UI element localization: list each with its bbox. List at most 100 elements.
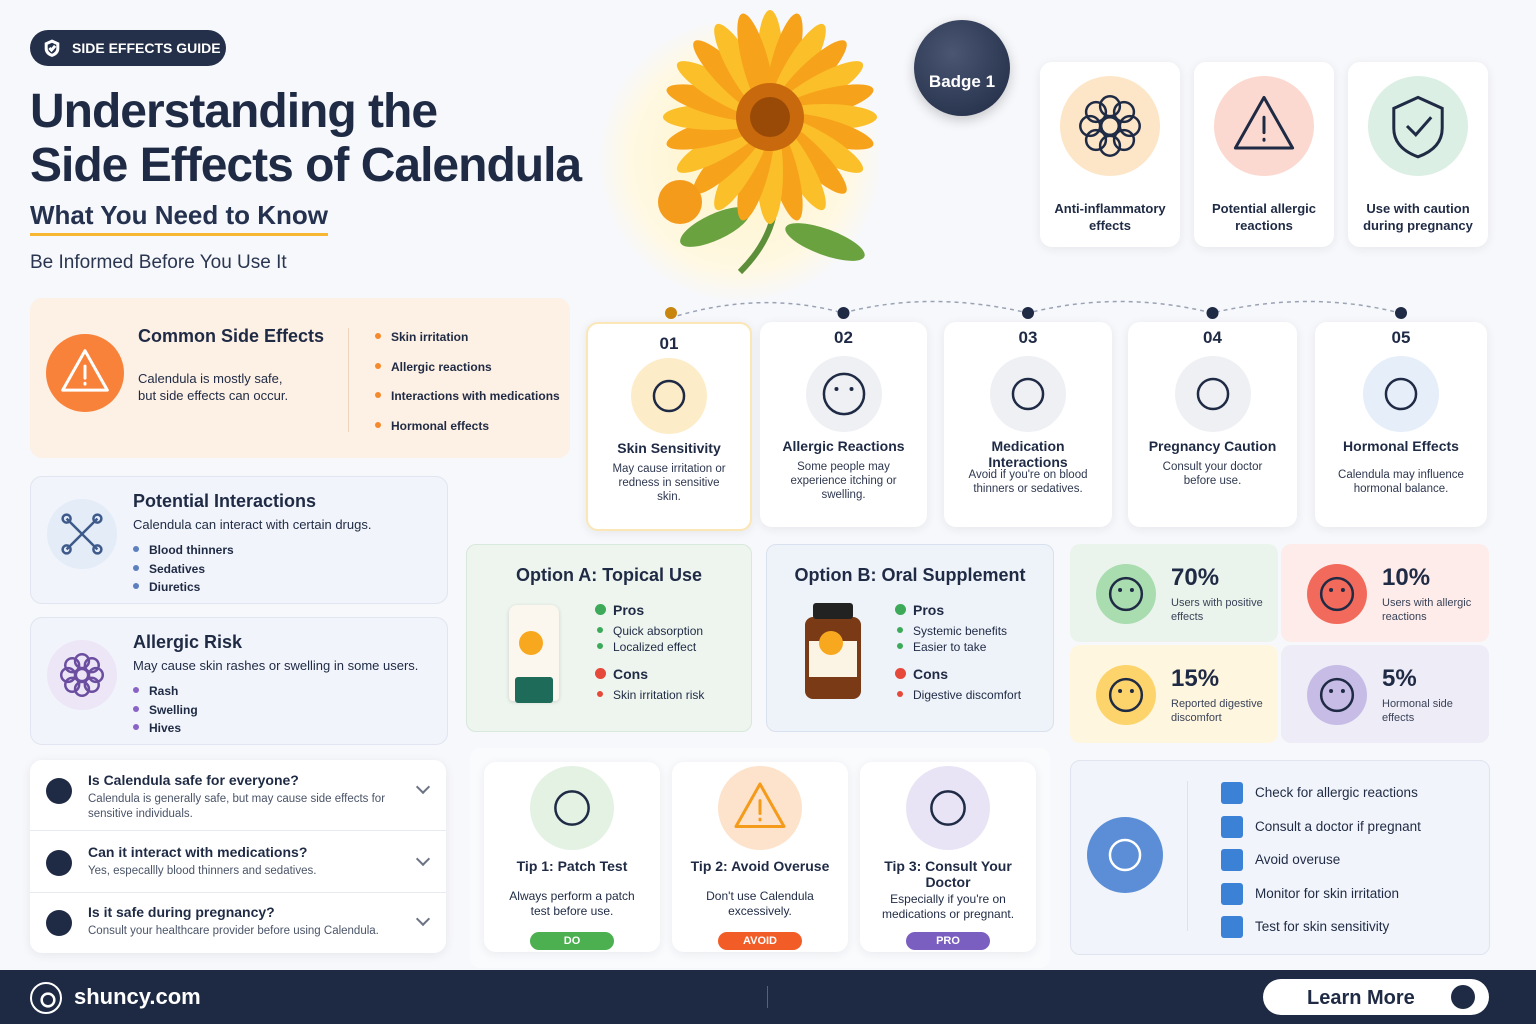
warning-triangle (734, 782, 786, 828)
tip-icon (718, 766, 802, 850)
stat-card: 5% Hormonal side effects (1281, 645, 1489, 743)
node (92, 544, 103, 555)
node (92, 513, 103, 524)
interactions-panel: Potential Interactions Calendula can inte… (30, 476, 448, 604)
tip-icon (530, 766, 614, 850)
step-icon-glyph (1196, 377, 1229, 411)
allergic-title: Allergic Risk (133, 632, 243, 652)
flower-center-inner (750, 97, 790, 137)
center-glyph (74, 667, 90, 683)
bullet-dot (133, 583, 139, 589)
checkbox (1221, 782, 1243, 804)
learn-more-text: Learn More (1307, 987, 1415, 1009)
warning-triangle (61, 349, 109, 392)
petal-glyph (1084, 128, 1108, 152)
stat-icon (1307, 665, 1367, 725)
cons-label: Cons (613, 666, 648, 682)
allergic-panel: Allergic Risk May cause skin rashes or sw… (30, 617, 448, 745)
guide-badge-icon-glyph (44, 39, 60, 57)
highlight-icon-glyph (1079, 95, 1141, 157)
faq-question: Is it safe during pregnancy? (88, 904, 275, 920)
bullet-dot (375, 362, 381, 369)
bullet-dot (597, 642, 603, 649)
allergic-icon-glyph (59, 652, 105, 698)
checklist-item: Test for skin sensitivity (1255, 919, 1390, 934)
footer-site: shuncy.com (74, 984, 201, 1009)
pros-label: Pros (913, 602, 945, 618)
highlight-card: Use with caution during pregnancy (1348, 62, 1488, 247)
stat-icon-glyph (1319, 677, 1355, 713)
tip-icon (906, 766, 990, 850)
bullet-text: Blood thinners (149, 543, 234, 557)
step-number: 03 (1018, 328, 1038, 347)
node (61, 544, 72, 555)
step-icon (990, 356, 1066, 432)
petal-glyph (64, 676, 81, 693)
leaf (785, 223, 865, 261)
common-icon-glyph (61, 349, 109, 392)
highlight-icon-glyph (1392, 95, 1444, 159)
bullet-dot (597, 627, 603, 633)
stat-card: 10% Users with allergic reactions (1281, 544, 1489, 642)
highlight-icon-glyph (1233, 95, 1295, 150)
tip-card: Tip 1: Patch Test Always perform a patch … (484, 762, 660, 952)
bullet-dot (375, 333, 381, 339)
pros-label: Pros (613, 602, 645, 618)
stat-label: Hormonal side effects (1382, 698, 1453, 724)
globe-icon (30, 982, 62, 1014)
bullet-dot (897, 691, 903, 697)
divider (348, 328, 349, 432)
common-icon (46, 334, 124, 412)
step-number: 02 (834, 328, 853, 347)
checkbox (1221, 882, 1243, 905)
checkbox (1221, 916, 1243, 938)
stat-icon-glyph (1319, 576, 1355, 612)
bullet-text: Skin irritation risk (613, 688, 705, 702)
faq-row[interactable]: Is Calendula safe for everyone? Calendula… (30, 760, 446, 831)
interactions-icon-glyph (61, 513, 103, 555)
bullet-text: Diuretics (149, 580, 201, 594)
allergic-icon (47, 640, 117, 710)
tip-tag: DO (530, 932, 614, 950)
step-icon (805, 356, 882, 432)
step-number: 05 (1391, 328, 1411, 347)
checklist-item: Monitor for skin irritation (1255, 885, 1400, 901)
interactions-icon (47, 499, 117, 569)
center-glyph (1099, 115, 1121, 137)
option-title: Option A: Topical Use (515, 565, 702, 585)
stat-value: 5% (1382, 665, 1417, 692)
learn-more-button[interactable]: Learn More (1263, 979, 1489, 1015)
bullet-text: Swelling (149, 702, 198, 717)
step-icon (1174, 356, 1251, 432)
bullet-text: Sedatives (149, 561, 206, 576)
allergic-text: May cause skin rashes or swelling in som… (133, 658, 419, 673)
stat-value: 10% (1382, 564, 1431, 591)
tip-title: Tip 3: Consult Your Doctor (884, 858, 1012, 890)
faq-icon (46, 778, 72, 804)
tips-panel: Tip 1: Patch Test Always perform a patch … (470, 748, 1050, 968)
stat-card: 70% Users with positive effects (1070, 544, 1278, 642)
tip-title: Tip 2: Avoid Overuse (690, 858, 830, 874)
checkbox (1221, 849, 1243, 871)
bullet-dot (133, 724, 139, 730)
faq-row[interactable]: Is it safe during pregnancy? Consult your… (30, 892, 446, 952)
cons-icon (895, 668, 906, 679)
faq-row[interactable]: Can it interact with medications? Yes, es… (30, 832, 446, 893)
dot-glyph (1011, 377, 1045, 411)
tip-icon-glyph (734, 782, 786, 828)
eye (1118, 588, 1123, 593)
bullet-text: Skin irritation (391, 330, 469, 344)
bud (658, 180, 702, 224)
bullet-text: Quick absorption (613, 624, 704, 638)
faq-icon (46, 910, 72, 936)
bottle-cap (813, 603, 853, 619)
eye (849, 386, 854, 391)
checklist-panel: Check for allergic reactions Consult a do… (1070, 760, 1490, 955)
checklist-item: Consult a doctor if pregnant (1255, 818, 1421, 834)
petal-glyph (1112, 100, 1136, 124)
timeline-dot (665, 307, 677, 319)
stat-label: Users with positive effects (1171, 597, 1263, 623)
face-glyph (1319, 677, 1355, 713)
flower-badge-text: Badge 1 (928, 72, 996, 91)
faq-chevron (415, 851, 431, 867)
